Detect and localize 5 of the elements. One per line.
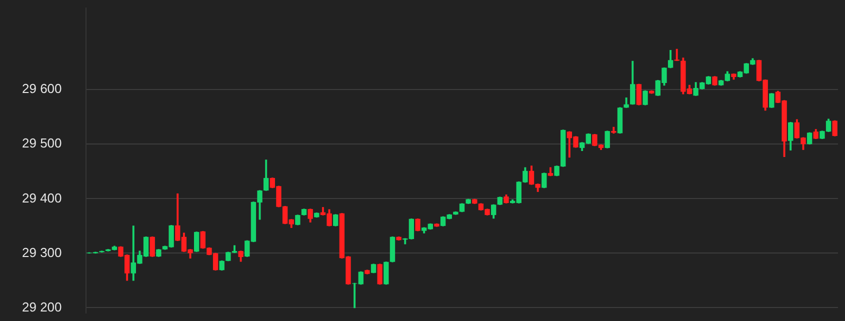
y-tick-label: 29 300 [22,244,62,260]
y-tick-label: 29 500 [22,136,62,151]
y-tick-label: 29 600 [22,81,62,96]
y-tick-label: 29 400 [22,190,62,206]
y-tick-label: 29 200 [22,299,62,314]
